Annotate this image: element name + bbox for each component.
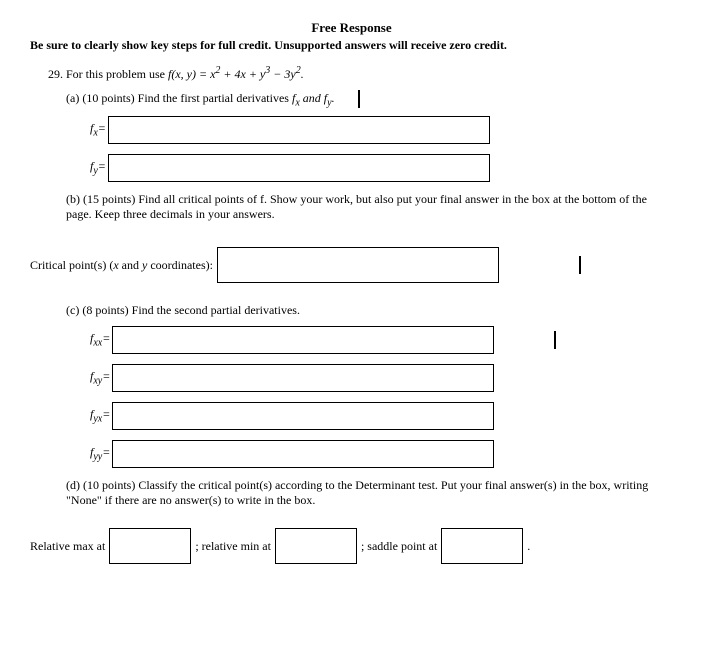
page-title: Free Response — [30, 20, 673, 36]
part-c-text: Find the second partial derivatives. — [132, 303, 300, 317]
fxx-row: fxx= — [90, 326, 673, 354]
fxy-label: fxy= — [90, 369, 110, 386]
fy-label: fy= — [90, 159, 106, 176]
part-b-text: Find all critical points of f. Show your… — [66, 192, 647, 221]
saddle-input[interactable] — [441, 528, 523, 564]
question-math: f(x, y) = x2 + 4x + y3 − 3y2. — [168, 67, 304, 81]
relmin-input[interactable] — [275, 528, 357, 564]
fxx-input[interactable] — [112, 326, 494, 354]
page-subtitle: Be sure to clearly show key steps for fu… — [30, 38, 673, 53]
fxx-label: fxx= — [90, 331, 110, 348]
fxy-row: fxy= — [90, 364, 673, 392]
part-a-points: (10 points) — [82, 91, 134, 105]
critical-point-input[interactable] — [217, 247, 499, 283]
fxy-input[interactable] — [112, 364, 494, 392]
relmax-label: Relative max at — [30, 539, 105, 554]
part-d-text: Classify the critical point(s) according… — [66, 478, 648, 507]
text-cursor — [554, 331, 556, 349]
part-b-label: (b) — [66, 192, 80, 206]
fx-row: fx= — [90, 116, 673, 144]
fyx-row: fyx= — [90, 402, 673, 430]
part-d-points: (10 points) — [83, 478, 135, 492]
fyy-row: fyy= — [90, 440, 673, 468]
relmin-label: ; relative min at — [195, 539, 271, 554]
fyy-label: fyy= — [90, 445, 110, 462]
fx-input[interactable] — [108, 116, 490, 144]
part-a: (a) (10 points) Find the first partial d… — [66, 90, 673, 108]
part-a-label: (a) — [66, 91, 79, 105]
part-a-mathtail: fx and fy. — [292, 91, 335, 105]
trailing-period: . — [527, 539, 530, 554]
part-d: (d) (10 points) Classify the critical po… — [66, 478, 673, 508]
part-d-label: (d) — [66, 478, 80, 492]
relmax-input[interactable] — [109, 528, 191, 564]
part-c-points: (8 points) — [82, 303, 128, 317]
fyx-label: fyx= — [90, 407, 110, 424]
critical-point-row: Critical point(s) (x and y coordinates): — [30, 247, 673, 283]
fyx-input[interactable] — [112, 402, 494, 430]
classification-row: Relative max at ; relative min at ; sadd… — [30, 528, 673, 564]
text-cursor — [358, 90, 360, 108]
part-a-text: Find the first partial derivatives — [138, 91, 292, 105]
part-b: (b) (15 points) Find all critical points… — [66, 192, 673, 222]
text-cursor — [579, 256, 581, 274]
part-b-points: (15 points) — [83, 192, 135, 206]
fx-label: fx= — [90, 121, 106, 138]
fyy-input[interactable] — [112, 440, 494, 468]
question-stem: 29. For this problem use f(x, y) = x2 + … — [48, 65, 673, 82]
question-number: 29. — [48, 67, 63, 81]
part-c: (c) (8 points) Find the second partial d… — [66, 303, 673, 318]
saddle-label: ; saddle point at — [361, 539, 437, 554]
question-prefix: For this problem use — [66, 67, 168, 81]
critical-point-label: Critical point(s) (x and y coordinates): — [30, 258, 213, 273]
fy-row: fy= — [90, 154, 673, 182]
part-c-label: (c) — [66, 303, 79, 317]
fy-input[interactable] — [108, 154, 490, 182]
